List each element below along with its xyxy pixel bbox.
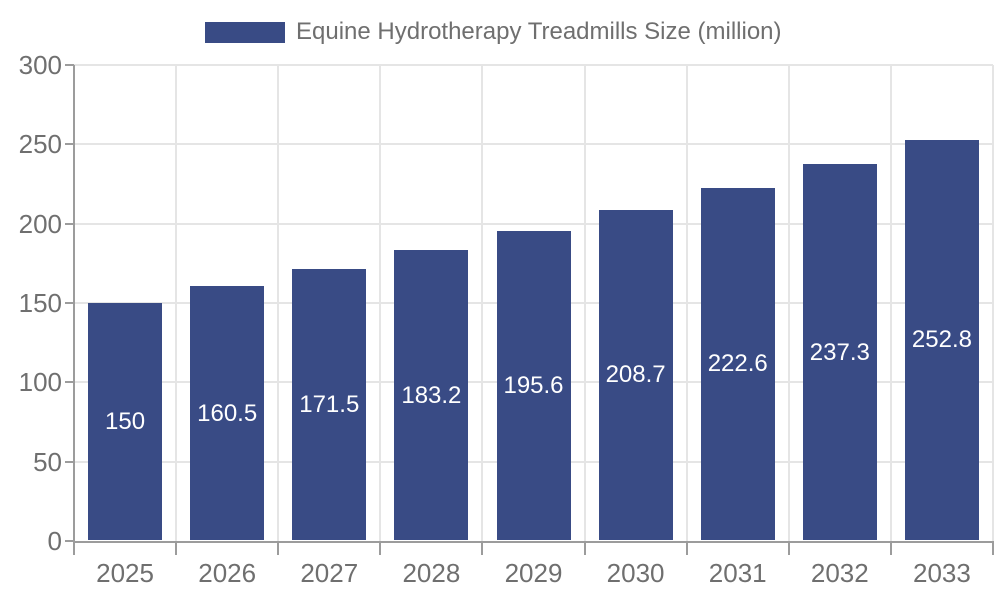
y-axis-tick — [65, 302, 74, 304]
x-axis-tick — [583, 541, 586, 555]
bar-value-label: 195.6 — [503, 371, 564, 399]
gridline-horizontal — [74, 222, 993, 225]
x-axis-tick — [889, 541, 892, 555]
bar-value-label: 183.2 — [401, 381, 462, 409]
gridline-horizontal — [74, 143, 993, 146]
x-tick-label: 2033 — [913, 558, 971, 588]
y-axis-line — [73, 65, 75, 542]
bar[interactable] — [700, 187, 775, 540]
y-axis-tick — [65, 143, 74, 146]
x-tick-label: 2026 — [198, 558, 257, 588]
bar-value-label: 150 — [105, 408, 146, 435]
y-tick-label: 250 — [18, 129, 62, 160]
x-axis-tick — [277, 541, 280, 555]
bar-value-label: 171.5 — [299, 390, 360, 418]
gridline-vertical — [481, 65, 484, 541]
gridline-vertical — [277, 65, 280, 541]
bar[interactable] — [88, 303, 163, 540]
bar[interactable] — [802, 164, 877, 540]
y-tick-label: 100 — [18, 367, 62, 398]
y-tick-label: 50 — [33, 446, 62, 477]
bar[interactable] — [904, 139, 979, 540]
y-tick-label: 300 — [18, 50, 62, 80]
legend[interactable]: Equine Hydrotherapy Treadmills Size (mil… — [205, 14, 782, 50]
y-axis-tick — [65, 381, 74, 384]
x-axis-tick — [379, 541, 382, 555]
x-axis-tick — [175, 541, 178, 555]
x-tick-label: 2032 — [810, 558, 869, 588]
bar[interactable] — [394, 250, 469, 540]
bar-value-label: 222.6 — [707, 350, 768, 378]
x-tick-label: 2031 — [708, 558, 767, 588]
gridline-vertical — [379, 65, 382, 541]
gridline-vertical — [175, 65, 178, 541]
gridline-vertical — [685, 65, 688, 541]
bar-value-label: 160.5 — [197, 399, 258, 427]
x-axis-line — [74, 541, 993, 543]
bar[interactable] — [598, 209, 673, 540]
x-tick-label: 2025 — [96, 558, 154, 588]
gridline-vertical — [992, 65, 994, 541]
gridline-vertical — [583, 65, 586, 541]
x-axis-tick — [73, 541, 75, 555]
bar[interactable] — [496, 230, 571, 540]
x-axis-tick — [787, 541, 790, 555]
y-axis-tick — [65, 540, 74, 542]
bar-value-label: 208.7 — [605, 361, 666, 389]
bar[interactable] — [292, 268, 367, 540]
x-axis-tick — [685, 541, 688, 555]
y-tick-label: 200 — [18, 208, 62, 239]
legend-label: Equine Hydrotherapy Treadmills Size (mil… — [296, 18, 782, 45]
y-tick-label: 0 — [47, 526, 62, 556]
x-tick-label: 2029 — [504, 558, 563, 588]
y-axis-tick — [65, 64, 74, 66]
x-tick-label: 2027 — [300, 558, 359, 588]
bar-value-label: 252.8 — [911, 326, 972, 354]
bar-value-label: 237.3 — [809, 338, 870, 366]
gridline-vertical — [889, 65, 892, 541]
x-axis-tick — [481, 541, 484, 555]
gridline-horizontal — [74, 64, 993, 66]
bar[interactable] — [190, 286, 265, 540]
gridline-vertical — [787, 65, 790, 541]
x-axis-tick — [992, 541, 994, 555]
x-tick-label: 2030 — [606, 558, 665, 588]
legend-swatch — [205, 21, 285, 43]
y-axis-tick — [65, 460, 74, 463]
y-axis-tick — [65, 222, 74, 225]
y-tick-label: 150 — [18, 288, 62, 318]
x-tick-label: 2028 — [402, 558, 461, 588]
